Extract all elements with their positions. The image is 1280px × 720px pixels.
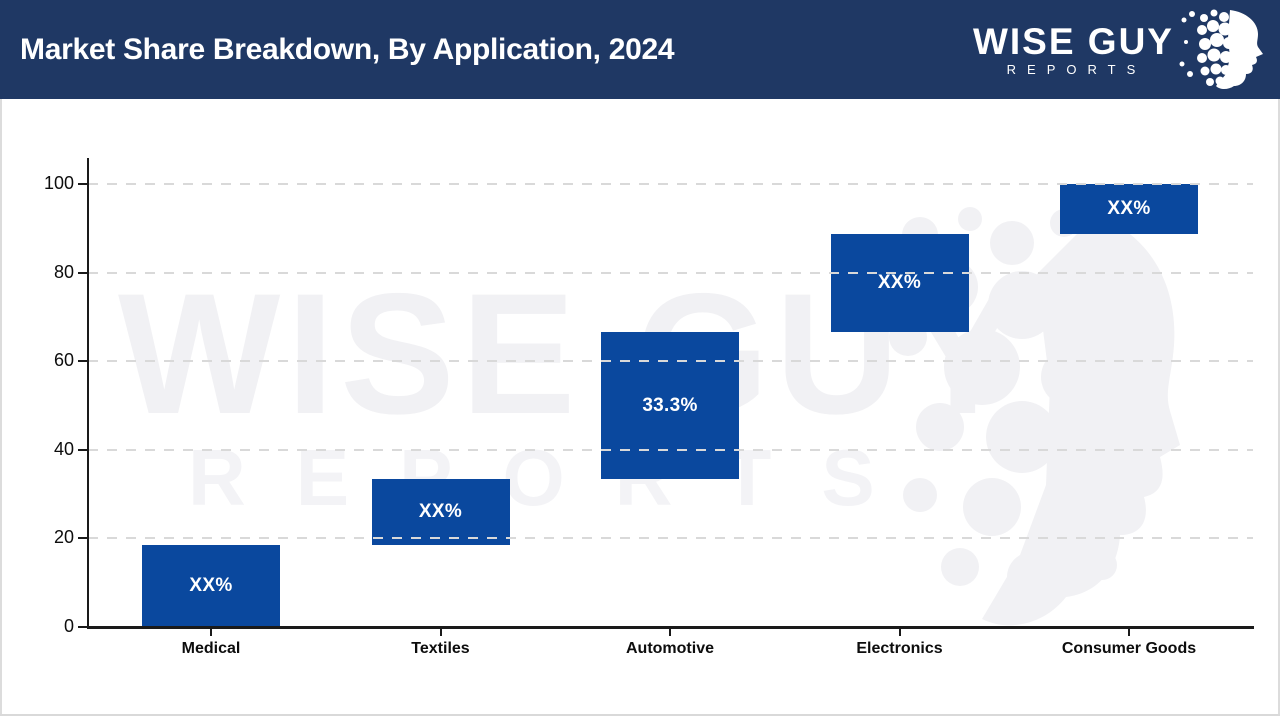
wise-guy-logo: WISE GUY REPORTS: [973, 8, 1264, 92]
y-axis-spine: [87, 158, 89, 628]
gridline-80: [88, 271, 1253, 274]
gridline-100: [88, 183, 1253, 185]
frame-right-border: [1278, 99, 1280, 716]
y-tick-label-0: 0: [63, 616, 74, 636]
y-tick-mark-80: [78, 271, 87, 274]
frame-bottom-border: [0, 714, 1280, 716]
bar-automotive: 33.3%: [601, 331, 739, 480]
bar-value-label: XX%: [1107, 197, 1151, 219]
x-tick-mark-medical: [210, 629, 212, 636]
y-tick-label-80: 80: [53, 261, 74, 282]
y-tick-label-40: 40: [53, 438, 74, 459]
bar-textiles: XX%: [371, 479, 510, 546]
y-tick-mark-40: [78, 448, 87, 451]
x-tick-label-medical: Medical: [181, 640, 241, 657]
y-tick-label-100: 100: [43, 173, 74, 193]
bar-medical: XX%: [142, 545, 280, 627]
bar-value-label: 33.3%: [642, 394, 698, 416]
logo-wordmark-line2: REPORTS: [1006, 62, 1147, 77]
x-tick-mark-electronics: [898, 629, 901, 636]
y-tick-label-20: 20: [53, 527, 74, 548]
bar-value-label: XX%: [418, 501, 463, 523]
y-tick-mark-20: [78, 537, 87, 540]
gridline-20: [88, 537, 1253, 540]
bar-value-label: XX%: [189, 575, 233, 596]
x-tick-label-electronics: Electronics: [856, 640, 943, 657]
x-tick-mark-consumer-goods: [1128, 629, 1130, 636]
x-tick-label-automotive: Automotive: [626, 640, 714, 657]
gridline-40: [88, 448, 1253, 451]
x-axis-spine: [87, 626, 1254, 629]
x-tick-mark-automotive: [669, 629, 671, 636]
bar-value-label: XX%: [877, 271, 922, 293]
watermark-subtext: REPORTS: [188, 433, 925, 522]
logo-wordmark: WISE GUY REPORTS: [973, 23, 1174, 76]
x-tick-mark-textiles: [439, 629, 442, 636]
x-tick-label-textiles: Textiles: [411, 640, 470, 657]
gridline-60: [88, 360, 1253, 363]
frame-left-border: [0, 99, 2, 716]
y-tick-label-60: 60: [53, 350, 74, 371]
y-tick-mark-60: [78, 360, 87, 363]
page-title: Market Share Breakdown, By Application, …: [20, 32, 675, 66]
bar-electronics: XX%: [830, 233, 969, 332]
logo-wordmark-line1: WISE GUY: [972, 21, 1174, 62]
x-tick-label-consumer-goods: Consumer Goods: [1061, 640, 1197, 657]
y-tick-mark-0: [78, 626, 87, 628]
logo-face-icon: [1179, 9, 1263, 89]
header: Market Share Breakdown, By Application, …: [0, 0, 1280, 99]
bar-consumer-goods: XX%: [1060, 184, 1198, 234]
y-tick-mark-100: [78, 183, 87, 185]
